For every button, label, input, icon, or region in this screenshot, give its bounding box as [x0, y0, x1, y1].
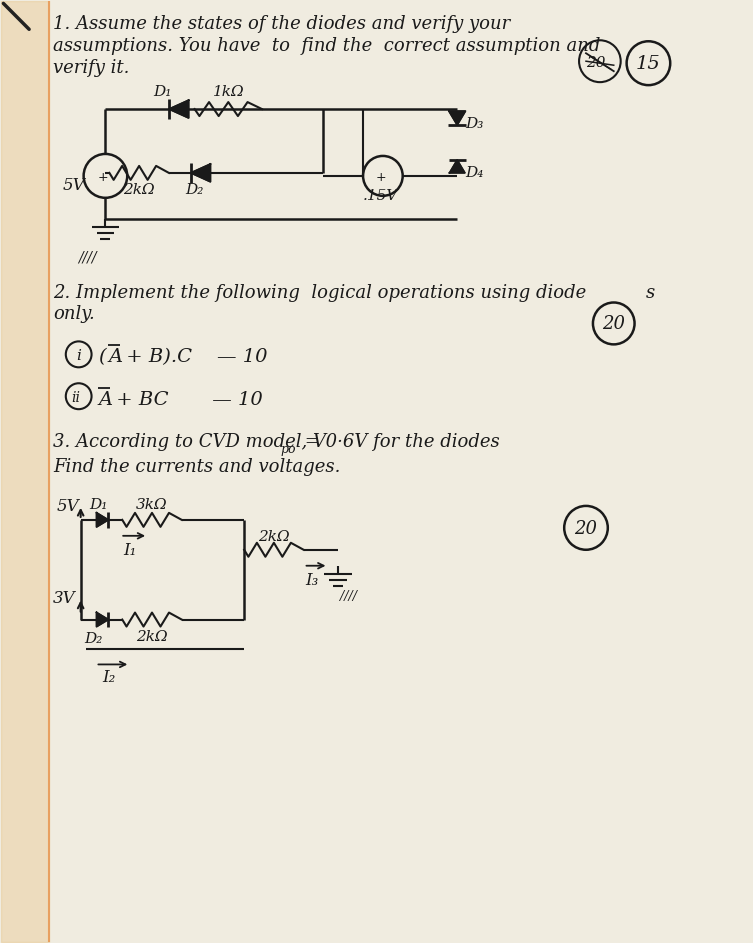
Text: 15: 15	[636, 56, 661, 74]
Text: D₁: D₁	[154, 85, 172, 99]
Text: po: po	[281, 443, 297, 456]
Text: D₃: D₃	[465, 117, 483, 131]
Text: I₂: I₂	[102, 670, 115, 687]
Text: 3. According to CVD model, V: 3. According to CVD model, V	[53, 433, 326, 451]
Text: +: +	[376, 172, 386, 185]
Polygon shape	[96, 513, 108, 527]
Text: 20: 20	[586, 57, 605, 70]
Text: 1kΩ: 1kΩ	[212, 85, 244, 99]
Text: 2kΩ: 2kΩ	[123, 183, 155, 197]
Polygon shape	[96, 612, 108, 627]
Text: 5V: 5V	[57, 498, 80, 515]
Text: 3V: 3V	[53, 589, 75, 606]
Text: s: s	[645, 284, 654, 302]
Text: 5V: 5V	[62, 177, 85, 194]
Text: verify it.: verify it.	[53, 59, 130, 77]
Text: 2kΩ: 2kΩ	[258, 530, 290, 544]
Text: 20: 20	[602, 316, 625, 334]
Text: Find the currents and voltages.: Find the currents and voltages.	[53, 458, 340, 476]
Text: 1. Assume the states of the diodes and verify your: 1. Assume the states of the diodes and v…	[53, 15, 511, 33]
Text: = 0·6V for the diodes: = 0·6V for the diodes	[299, 433, 499, 451]
Text: + BC       — 10: + BC — 10	[111, 391, 263, 409]
Text: A: A	[108, 348, 123, 367]
Text: D₁: D₁	[90, 498, 108, 512]
Text: 2. Implement the following  logical operations using diode: 2. Implement the following logical opera…	[53, 284, 586, 302]
Text: A: A	[99, 391, 113, 409]
Text: I₁: I₁	[123, 542, 137, 559]
Text: 3kΩ: 3kΩ	[136, 498, 168, 512]
Text: D₂: D₂	[185, 183, 204, 197]
Text: 20: 20	[575, 520, 597, 538]
Text: assumptions. You have  to  find the  correct assumption and: assumptions. You have to find the correc…	[53, 38, 600, 56]
Text: ////: ////	[78, 251, 97, 265]
Text: (: (	[99, 348, 106, 367]
Text: 2kΩ: 2kΩ	[136, 630, 168, 643]
Text: ////: ////	[340, 589, 357, 603]
Text: D₂: D₂	[84, 632, 102, 646]
Text: ii: ii	[72, 391, 81, 405]
Polygon shape	[449, 111, 465, 125]
Text: i: i	[76, 349, 81, 363]
Text: + B).C    — 10: + B).C — 10	[120, 348, 268, 367]
Text: I₃: I₃	[305, 571, 319, 588]
Text: +: +	[97, 172, 108, 185]
Text: D₄: D₄	[465, 166, 483, 180]
Polygon shape	[450, 160, 465, 173]
Text: .15V: .15V	[362, 189, 398, 203]
Polygon shape	[169, 100, 189, 118]
Text: only.: only.	[53, 306, 95, 323]
Polygon shape	[191, 164, 210, 182]
